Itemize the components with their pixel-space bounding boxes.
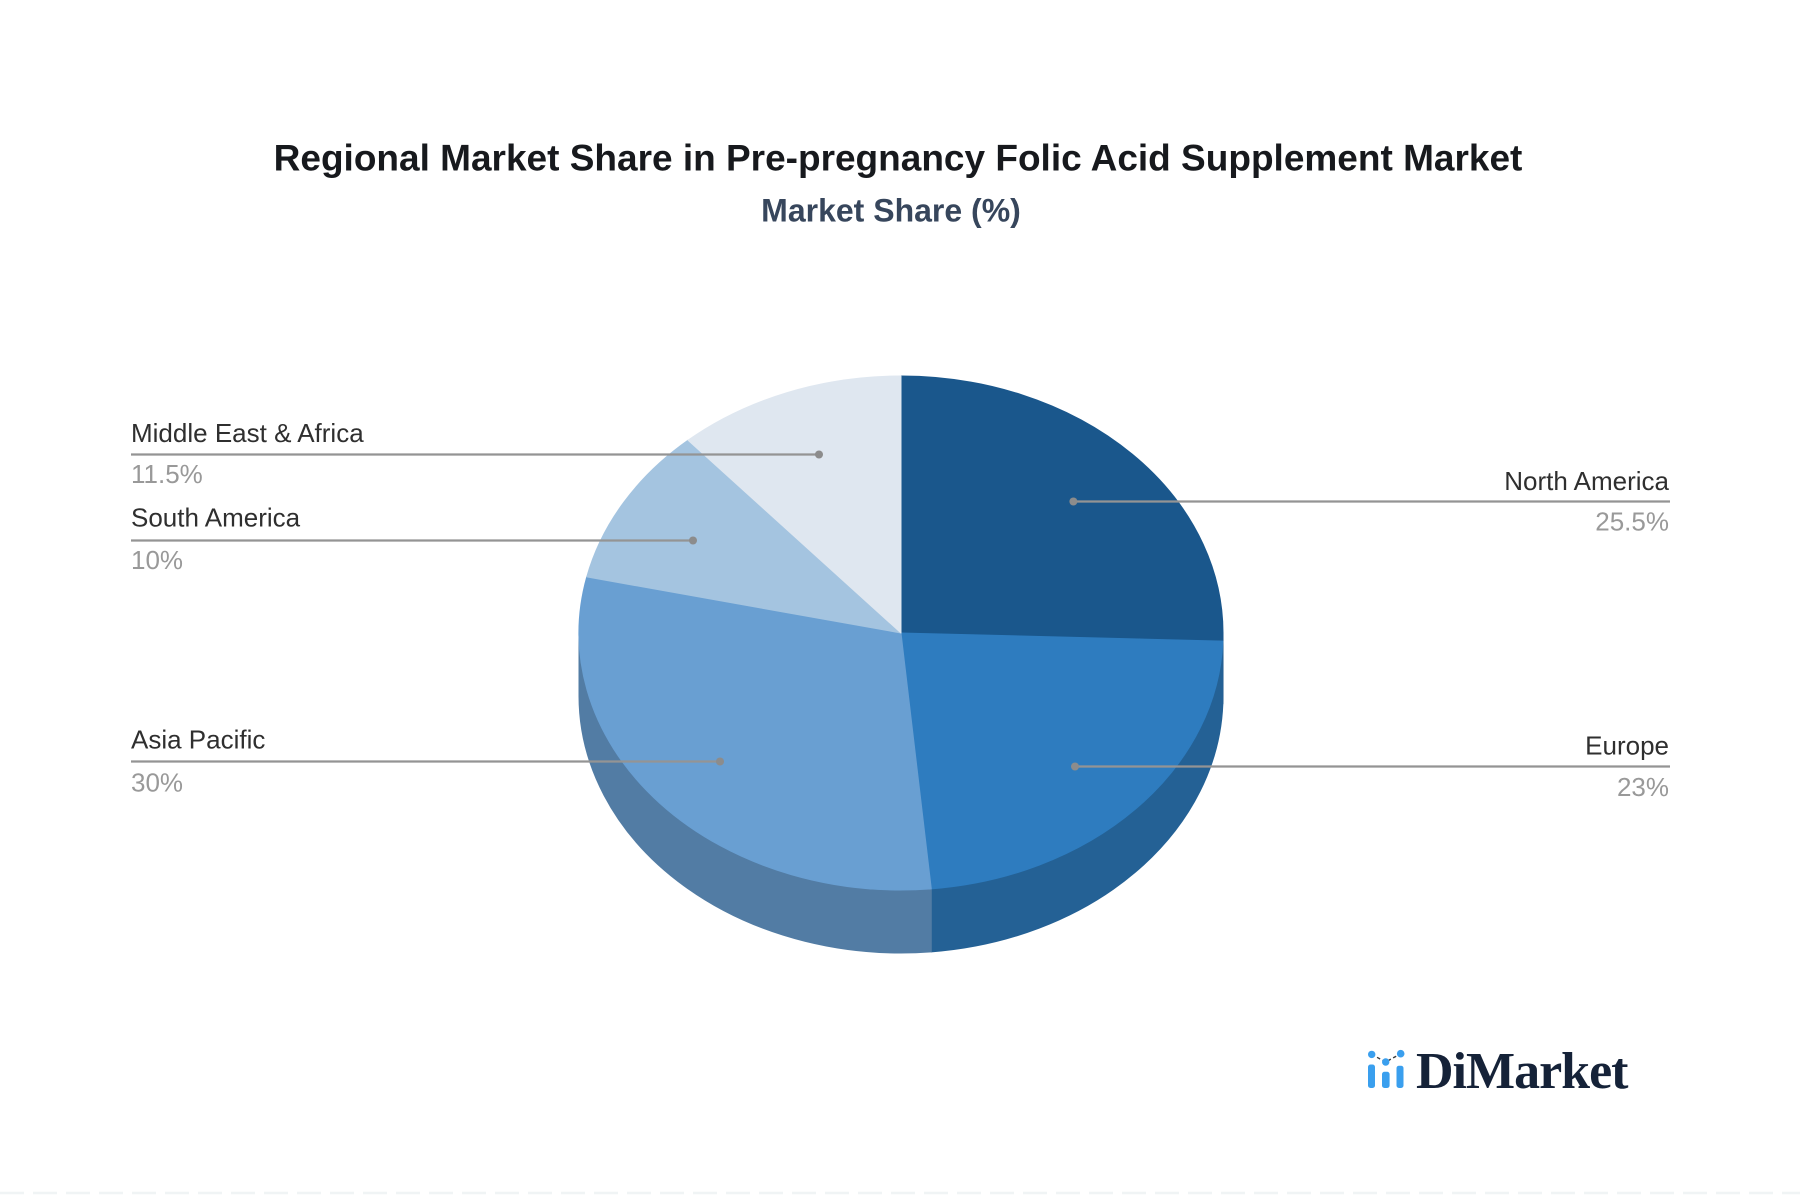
svg-text:South America: South America <box>131 503 301 533</box>
svg-text:Asia Pacific: Asia Pacific <box>131 725 265 755</box>
svg-text:DiMarket: DiMarket <box>1416 1043 1629 1100</box>
svg-text:North America: North America <box>1504 466 1669 496</box>
svg-text:10%: 10% <box>131 545 183 575</box>
svg-text:Market Share (%): Market Share (%) <box>761 193 1021 229</box>
svg-text:11.5%: 11.5% <box>131 459 203 489</box>
svg-text:Regional Market Share in Pre-p: Regional Market Share in Pre-pregnancy F… <box>274 138 1523 179</box>
svg-text:23%: 23% <box>1617 772 1669 802</box>
svg-text:30%: 30% <box>131 768 183 798</box>
svg-text:Middle East & Africa: Middle East & Africa <box>131 418 364 448</box>
svg-text:25.5%: 25.5% <box>1595 507 1669 537</box>
svg-text:Europe: Europe <box>1585 731 1669 761</box>
